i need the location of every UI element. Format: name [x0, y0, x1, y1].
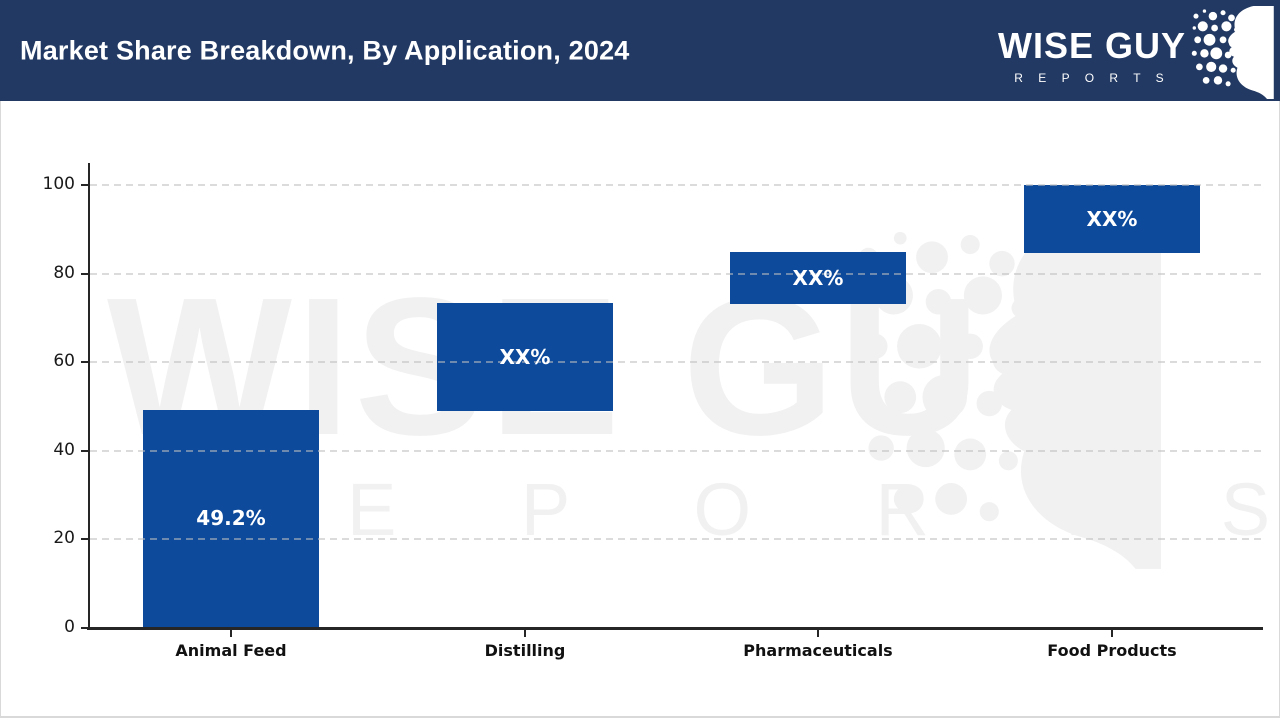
- gridline-40: [90, 450, 1263, 452]
- y-axis-line: [88, 163, 90, 630]
- bar-animal-feed: [143, 410, 319, 627]
- logo-wordmark-line1: WISE GUY: [997, 25, 1186, 66]
- x-category-label-pharmaceuticals: Pharmaceuticals: [743, 641, 893, 660]
- y-tick-label-20: 20: [53, 528, 75, 548]
- y-tick-mark-0: [81, 627, 88, 629]
- x-tick-mark-pharmaceuticals: [817, 630, 819, 637]
- x-tick-mark-distilling: [524, 630, 526, 637]
- y-tick-mark-20: [81, 538, 88, 540]
- y-tick-label-60: 60: [53, 351, 75, 371]
- bar-label-food-products: XX%: [1086, 207, 1138, 231]
- bar-distilling: [437, 303, 613, 411]
- bar-food-products: [1024, 185, 1200, 253]
- gridline-20: [90, 538, 1263, 540]
- x-category-label-animal-feed: Animal Feed: [175, 641, 287, 660]
- y-tick-label-0: 0: [64, 617, 75, 637]
- x-axis-line: [87, 627, 1263, 630]
- x-category-label-distilling: Distilling: [484, 641, 566, 660]
- gridline-60: [90, 361, 1263, 363]
- x-tick-mark-animal-feed: [230, 630, 232, 637]
- logo-wordmark-line2: R E P O R T S: [1014, 71, 1170, 85]
- y-tick-label-40: 40: [53, 440, 75, 460]
- y-tick-mark-100: [81, 184, 88, 186]
- logo-face-icon: [1191, 6, 1274, 99]
- y-tick-mark-80: [81, 273, 88, 275]
- wise-guy-logo: WISE GUY R E P O R T S: [998, 4, 1274, 99]
- chart-area: WISE GU R E P O R T S 49.2% XX% XX% XX% …: [0, 101, 1280, 718]
- y-tick-mark-40: [81, 450, 88, 452]
- bar-label-animal-feed: 49.2%: [196, 506, 266, 530]
- header-bar: Market Share Breakdown, By Application, …: [0, 0, 1280, 101]
- bar-label-pharmaceuticals: XX%: [792, 266, 844, 290]
- y-tick-label-80: 80: [53, 263, 75, 283]
- x-category-label-food-products: Food Products: [1047, 641, 1177, 660]
- bar-label-distilling: XX%: [499, 345, 551, 369]
- x-tick-mark-food-products: [1111, 630, 1113, 637]
- logo-wordmark: WISE GUY R E P O R T S: [997, 25, 1186, 86]
- gridline-100: [90, 184, 1263, 186]
- y-tick-mark-60: [81, 361, 88, 363]
- bar-pharmaceuticals: [730, 252, 906, 304]
- gridline-80: [90, 273, 1263, 275]
- page-title: Market Share Breakdown, By Application, …: [20, 35, 630, 65]
- y-tick-label-100: 100: [42, 174, 75, 194]
